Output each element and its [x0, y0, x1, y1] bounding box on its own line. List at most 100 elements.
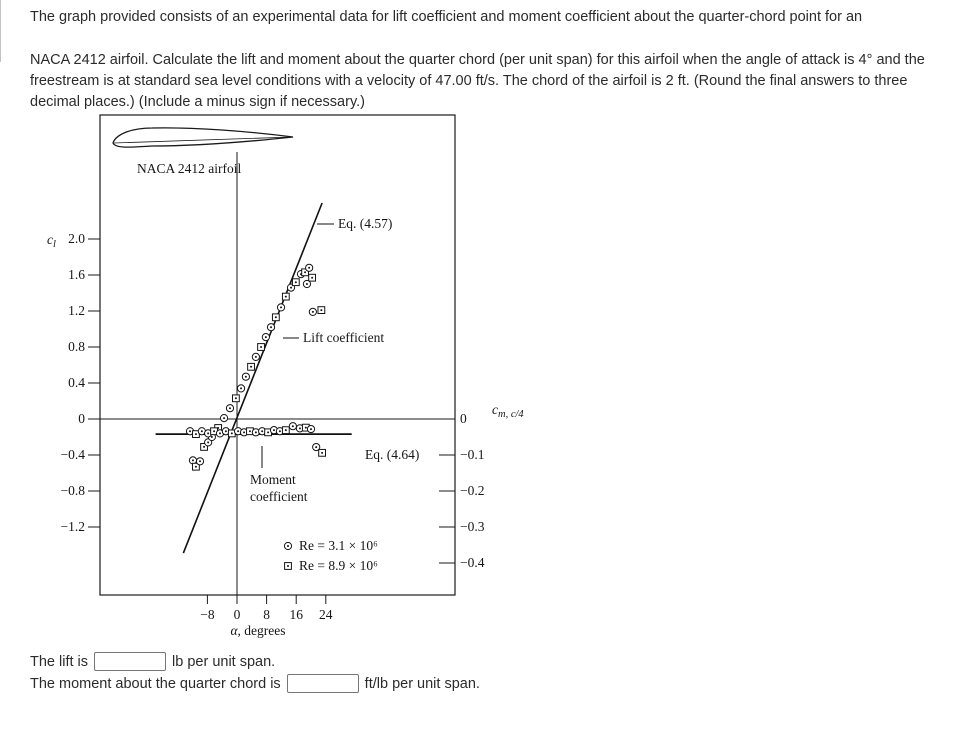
moment-data-point — [275, 427, 285, 436]
lift-data-point-dot — [280, 306, 283, 309]
moment-data-point-dot — [243, 431, 246, 434]
legend-square-marker-icon — [284, 562, 292, 570]
moment-data-point-dot — [194, 433, 197, 436]
moment-data-point — [210, 427, 218, 436]
y-right-tick-label: 0 — [460, 411, 467, 426]
moment-data-point-dot — [304, 426, 307, 429]
moment-data-point-dot — [189, 430, 192, 433]
lift-data-point-dot — [304, 271, 307, 274]
lift-data-point-dot — [284, 295, 287, 298]
lift-data-point-dot — [308, 266, 311, 269]
lift-answer-input[interactable] — [94, 652, 167, 671]
lift-data-point — [195, 457, 205, 466]
lift-data-point-dot — [260, 346, 263, 348]
lift-data-point — [305, 263, 314, 272]
x-tick-label: 0 — [234, 607, 241, 622]
lift-data-point — [214, 424, 223, 432]
moment-coefficient-label-line2: coefficient — [250, 489, 308, 504]
moment-answer-input[interactable] — [286, 674, 359, 693]
lift-data-point — [296, 270, 306, 279]
airfoil-outline — [112, 127, 294, 148]
y-left-tick-label: 0.4 — [68, 375, 85, 390]
moment-data-point — [264, 428, 272, 437]
moment-data-point-dot — [278, 430, 281, 433]
y-left-tick-label: 0.8 — [68, 339, 85, 354]
lift-answer-row: The lift is lb per unit span. — [30, 651, 275, 672]
moment-data-point — [204, 429, 213, 438]
moment-data-point — [246, 427, 254, 436]
moment-data-point-dot — [207, 432, 210, 435]
lift-data-point-dot — [234, 397, 237, 400]
moment-data-point — [227, 429, 236, 438]
lift-data-point — [192, 462, 200, 471]
lift-data-point-dot — [311, 276, 314, 279]
question-body: NACA 2412 airfoil. Calculate the lift an… — [30, 52, 925, 110]
lift-data-point — [219, 414, 229, 423]
lift-data-point-dot — [290, 286, 293, 289]
moment-data-point — [269, 426, 279, 435]
moment-answer-prefix: The moment about the quarter chord is — [30, 675, 281, 692]
lift-data-point — [301, 268, 309, 277]
lift-data-point-dot — [191, 459, 194, 462]
lift-data-point-dot — [217, 427, 220, 429]
legend-square-marker-icon-dot — [287, 565, 289, 567]
lift-data-point — [225, 404, 235, 413]
moment-data-point — [312, 442, 321, 452]
x-tick-label: −8 — [200, 607, 215, 622]
moment-answer-suffix: ft/lb per unit span. — [364, 675, 480, 692]
moment-data-point — [251, 428, 260, 437]
y-left-tick-label: −1.2 — [61, 519, 86, 534]
lift-data-point-dot — [223, 417, 226, 420]
lift-data-point — [291, 278, 300, 287]
lift-data-point-dot — [274, 316, 277, 319]
moment-data-point-dot — [315, 446, 318, 449]
lift-data-point — [207, 432, 216, 442]
y-right-tick-label: −0.4 — [460, 555, 485, 570]
y-right-tick-label: −0.1 — [460, 447, 485, 462]
lift-data-point-dot — [305, 283, 308, 285]
moment-data-point — [281, 426, 290, 435]
lift-data-point — [261, 333, 270, 342]
moment-data-point-dot — [261, 430, 264, 433]
lift-data-point-dot — [320, 309, 323, 312]
lift-data-point-dot — [240, 387, 243, 390]
lift-data-point-dot — [207, 441, 210, 444]
moment-data-point-dot — [230, 432, 233, 435]
airfoil-figure: NACA 2412 airfoil 2.0 1.6 1.2 0.8 0.4 0 −0.4 −0.… — [47, 114, 524, 638]
lift-coefficient-label: Lift coefficient — [303, 330, 384, 345]
question-block: The graph provided consists of an experi… — [30, 7, 956, 113]
lift-data-point-dot — [311, 310, 314, 313]
y-left-axis-title: cl — [47, 232, 56, 250]
moment-data-point — [215, 429, 225, 438]
eq-464-label: Eq. (4.64) — [365, 447, 419, 462]
x-tick-label: 8 — [263, 607, 270, 622]
y-left-tick-label: 2.0 — [68, 231, 85, 246]
lift-data-point — [231, 394, 240, 403]
plot-border — [99, 114, 456, 596]
moment-data-point — [221, 427, 230, 436]
legend-label-re-low: Re = 3.1 × 10⁶ — [299, 538, 378, 553]
legend-circle-marker-icon-dot — [287, 545, 289, 547]
moment-data-point-dot — [218, 432, 221, 435]
moment-data-point — [258, 427, 267, 436]
lift-data-point-dot — [270, 326, 273, 329]
moment-data-point — [306, 424, 316, 434]
lift-answer-suffix: lb per unit span. — [172, 653, 276, 670]
lift-data-point — [308, 307, 317, 316]
moment-data-point-dot — [248, 430, 251, 433]
lift-data-point — [266, 323, 276, 332]
y-left-tick-label: 0 — [78, 411, 85, 426]
moment-data-point-dot — [254, 431, 257, 434]
moment-data-point-dot — [237, 430, 240, 433]
lift-data-point — [241, 372, 250, 381]
lift-data-point-dot — [244, 375, 247, 378]
moment-data-point-dot — [298, 427, 301, 430]
eq-457-label: Eq. (4.57) — [338, 216, 392, 231]
y-right-tick-label: −0.2 — [460, 483, 485, 498]
lift-data-point-dot — [210, 436, 213, 438]
moment-data-point-dot — [273, 429, 275, 432]
lift-data-point-dot — [264, 336, 267, 339]
y-right-tick-label: −0.3 — [460, 519, 485, 534]
moment-data-point-dot — [213, 430, 216, 433]
